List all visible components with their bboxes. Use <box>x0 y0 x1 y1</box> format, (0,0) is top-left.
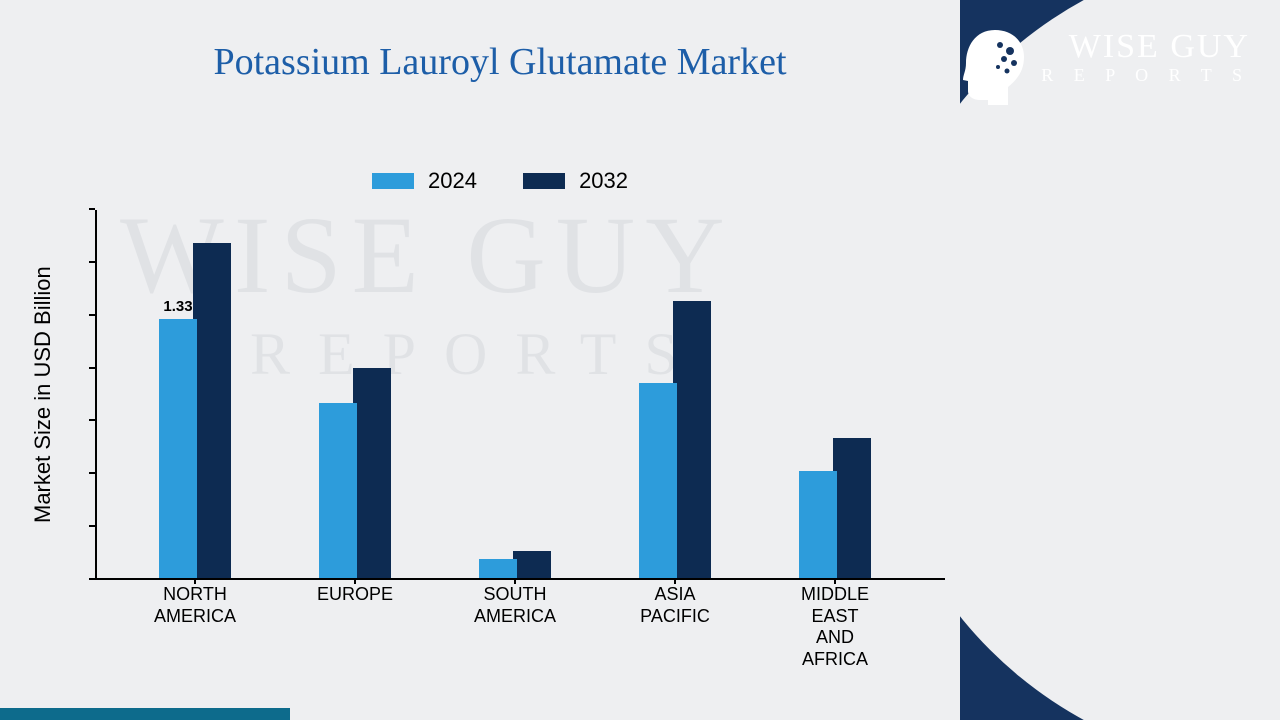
bar-2032 <box>353 368 391 578</box>
y-axis-label: Market Size in USD Billion <box>30 210 56 580</box>
y-tick <box>89 367 95 369</box>
bar-2032 <box>513 551 551 578</box>
bar-2024 <box>319 403 357 578</box>
y-tick <box>89 419 95 421</box>
bottom-accent-bar <box>0 708 290 720</box>
logo-head-icon <box>960 25 1030 105</box>
category-label: NORTHAMERICA <box>135 584 255 627</box>
logo-line1: WISE GUY <box>1041 30 1250 64</box>
y-axis <box>95 210 97 580</box>
bar-chart: 1.33NORTHAMERICAEUROPESOUTHAMERICAASIAPA… <box>95 210 945 580</box>
y-tick <box>89 472 95 474</box>
bar-2024 <box>639 383 677 578</box>
y-tick <box>89 261 95 263</box>
bar-2024 <box>799 471 837 578</box>
legend: 2024 2032 <box>60 168 940 195</box>
y-tick <box>89 208 95 210</box>
legend-swatch-2024 <box>372 173 414 189</box>
logo-line2: R E P O R T S <box>1041 66 1250 84</box>
category-label: SOUTHAMERICA <box>455 584 575 627</box>
legend-swatch-2032 <box>523 173 565 189</box>
x-axis <box>95 578 945 580</box>
category-label: ASIAPACIFIC <box>615 584 735 627</box>
brand-logo: WISE GUY R E P O R T S <box>1041 30 1250 84</box>
y-tick <box>89 525 95 527</box>
y-tick <box>89 578 95 580</box>
bar-2024 <box>479 559 517 578</box>
chart-title: Potassium Lauroyl Glutamate Market <box>60 40 940 84</box>
category-label: MIDDLEEASTANDAFRICA <box>775 584 895 670</box>
category-label: EUROPE <box>295 584 415 606</box>
bar-2032 <box>833 438 871 578</box>
bar-2032 <box>673 301 711 578</box>
bar-2032 <box>193 243 231 578</box>
bar-2024 <box>159 319 197 578</box>
legend-item-2024: 2024 <box>372 168 477 194</box>
y-tick <box>89 314 95 316</box>
page: WISE GUY R E P O R T S WISE GUY REPORTS … <box>0 0 1280 720</box>
legend-item-2032: 2032 <box>523 168 628 194</box>
legend-label-2032: 2032 <box>579 168 628 194</box>
legend-label-2024: 2024 <box>428 168 477 194</box>
